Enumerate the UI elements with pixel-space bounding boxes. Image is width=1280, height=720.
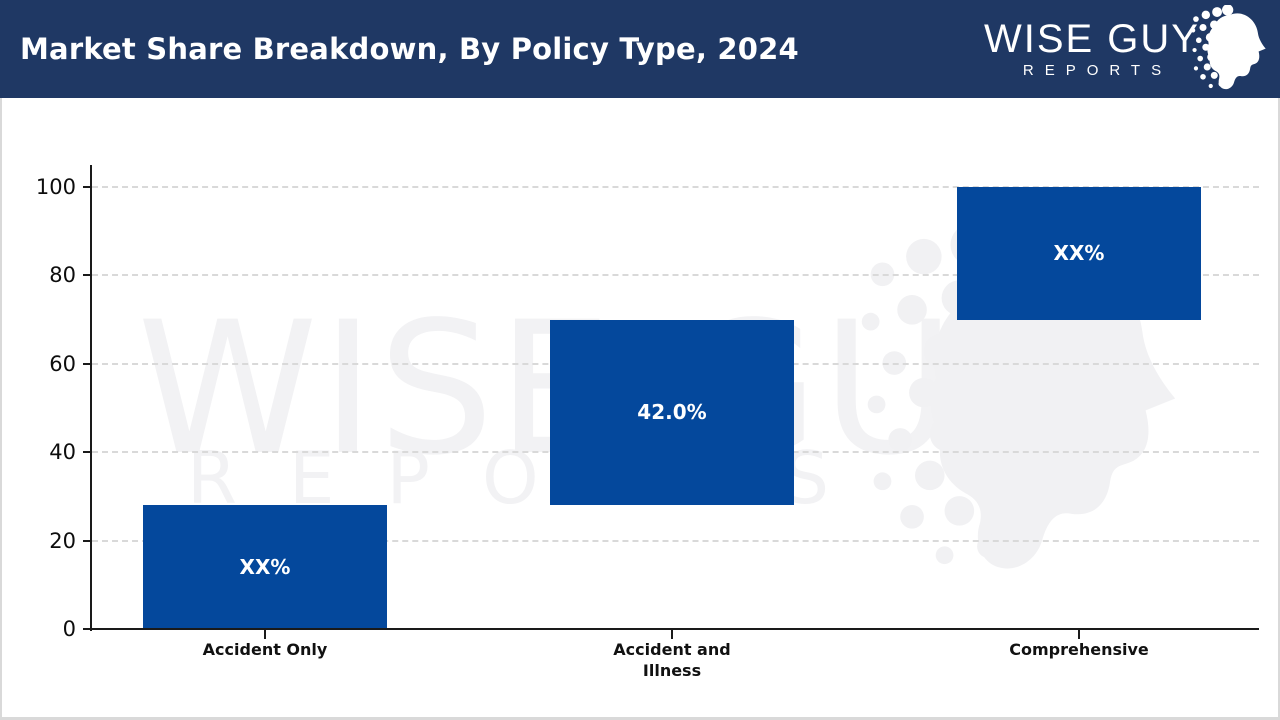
y-tick-mark — [83, 451, 92, 454]
x-tick-mark — [264, 630, 266, 639]
y-axis-line — [90, 165, 92, 631]
y-tick-mark — [83, 539, 92, 542]
bar-value-label: XX% — [1053, 241, 1105, 266]
y-tick-label: 80 — [49, 263, 76, 288]
x-tick-label: Comprehensive — [1009, 640, 1149, 659]
y-tick-label: 0 — [62, 617, 76, 641]
logo-subtitle: REPORTS — [1022, 62, 1173, 79]
dotted-head-icon — [1186, 5, 1270, 93]
y-tick-label: 20 — [49, 528, 76, 553]
y-tick-label: 60 — [49, 351, 76, 376]
gridline-y-80 — [92, 274, 1259, 277]
y-tick-mark — [83, 274, 92, 277]
y-tick-mark — [83, 362, 92, 365]
gridline-y-20 — [92, 539, 1259, 542]
y-tick-label: 40 — [49, 440, 76, 465]
bar-accident-and-illness: 42.0% — [550, 319, 794, 506]
logo-text: WISE GUY REPORTS — [984, 19, 1200, 79]
x-tick-mark — [1078, 630, 1080, 639]
chart-canvas: WISE GUY REPORTS 0 20 40 60 80 100 XX% Accident… — [0, 98, 1280, 720]
bar-comprehensive: XX% — [957, 187, 1201, 320]
bar-accident-only: XX% — [143, 505, 387, 629]
bar-value-label: XX% — [239, 555, 291, 580]
header-bar: Market Share Breakdown, By Policy Type, … — [0, 0, 1280, 98]
x-axis-line — [90, 628, 1259, 630]
x-tick-label: Accident Only — [202, 640, 328, 659]
page-title: Market Share Breakdown, By Policy Type, … — [20, 32, 799, 66]
y-tick-mark — [83, 186, 92, 188]
bar-value-label: 42.0% — [637, 400, 707, 425]
y-tick-label: 100 — [35, 175, 76, 199]
x-tick-label: Accident and Illness — [613, 640, 731, 680]
wise-guy-logo: WISE GUY REPORTS — [984, 5, 1270, 93]
x-tick-mark — [671, 630, 673, 639]
gridline-y-100 — [92, 186, 1259, 188]
y-tick-mark — [83, 628, 92, 630]
logo-wordmark: WISE GUY — [983, 17, 1200, 61]
